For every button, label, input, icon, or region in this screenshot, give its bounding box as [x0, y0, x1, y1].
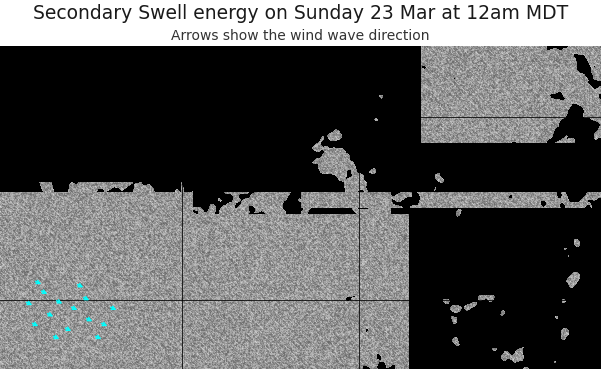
Text: Arrows show the wind wave direction: Arrows show the wind wave direction — [171, 29, 430, 43]
Text: Secondary Swell energy on Sunday 23 Mar at 12am MDT: Secondary Swell energy on Sunday 23 Mar … — [33, 4, 568, 23]
